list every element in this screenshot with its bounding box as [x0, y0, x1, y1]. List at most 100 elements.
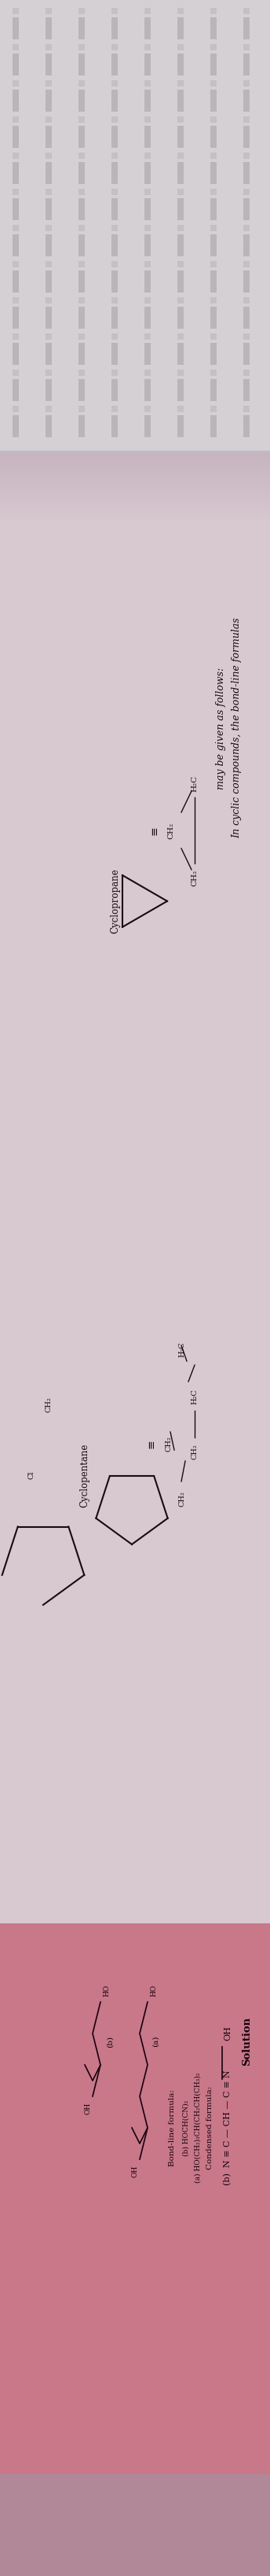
Bar — [13, 188, 19, 196]
Bar — [177, 407, 184, 412]
Bar — [177, 8, 184, 13]
Bar — [210, 296, 217, 304]
Bar — [210, 198, 217, 219]
Bar — [210, 80, 217, 88]
Bar — [46, 90, 52, 111]
Bar — [112, 368, 118, 376]
Bar — [177, 116, 184, 124]
Bar — [210, 368, 217, 376]
Text: In cyclic compounds, the bond-line formulas: In cyclic compounds, the bond-line formu… — [232, 618, 242, 840]
Text: HO: HO — [103, 1984, 110, 1996]
Bar — [13, 198, 19, 219]
Bar — [112, 116, 118, 124]
Bar — [79, 152, 85, 160]
Bar — [0, 453, 270, 1924]
Text: HO: HO — [150, 1984, 157, 1996]
Bar — [0, 2473, 270, 2576]
Bar — [210, 332, 217, 340]
Bar — [13, 368, 19, 376]
Bar — [112, 260, 118, 268]
Bar — [243, 44, 249, 52]
Bar — [177, 270, 184, 294]
Bar — [177, 296, 184, 304]
Text: H₂C: H₂C — [178, 1342, 186, 1358]
Bar — [13, 90, 19, 111]
Bar — [210, 54, 217, 75]
Text: CH₂: CH₂ — [191, 868, 198, 886]
Bar — [79, 407, 85, 412]
Bar — [144, 234, 151, 258]
Bar — [79, 90, 85, 111]
Bar — [112, 379, 118, 402]
Bar — [177, 368, 184, 376]
Bar — [112, 162, 118, 183]
Text: (b)  N ≡ C — CH — C ≡ N: (b) N ≡ C — CH — C ≡ N — [224, 2071, 232, 2184]
Bar — [144, 188, 151, 196]
Bar — [46, 54, 52, 75]
Bar — [112, 307, 118, 330]
Bar — [144, 379, 151, 402]
Bar — [177, 188, 184, 196]
Bar — [46, 234, 52, 258]
Bar — [112, 152, 118, 160]
Bar — [144, 415, 151, 438]
Bar — [210, 234, 217, 258]
Bar — [46, 343, 52, 366]
Bar — [46, 407, 52, 412]
Bar — [46, 270, 52, 294]
Text: OH: OH — [84, 2102, 92, 2115]
Bar — [13, 234, 19, 258]
Bar — [13, 407, 19, 412]
Bar — [243, 307, 249, 330]
Bar — [243, 260, 249, 268]
Bar — [243, 126, 249, 147]
Bar — [144, 162, 151, 183]
Bar — [79, 296, 85, 304]
Bar — [46, 126, 52, 147]
Bar — [13, 296, 19, 304]
Bar — [210, 18, 217, 39]
Bar — [144, 126, 151, 147]
Bar — [144, 54, 151, 75]
Bar — [210, 44, 217, 52]
Bar — [46, 18, 52, 39]
Text: OH: OH — [224, 2025, 232, 2040]
Bar — [46, 368, 52, 376]
Bar — [13, 126, 19, 147]
Bar — [79, 332, 85, 340]
Bar — [13, 260, 19, 268]
Bar — [112, 234, 118, 258]
Bar — [112, 126, 118, 147]
Bar — [144, 296, 151, 304]
Bar — [144, 152, 151, 160]
Bar — [112, 54, 118, 75]
Bar — [79, 260, 85, 268]
Bar — [243, 198, 249, 219]
Bar — [46, 332, 52, 340]
Bar — [144, 224, 151, 232]
Bar — [112, 270, 118, 294]
Text: Cl: Cl — [28, 1471, 35, 1479]
Bar — [243, 332, 249, 340]
Bar — [177, 152, 184, 160]
Text: CH₂: CH₂ — [191, 1443, 198, 1461]
Bar — [13, 116, 19, 124]
Bar — [13, 44, 19, 52]
Bar — [144, 332, 151, 340]
Bar — [13, 8, 19, 13]
Bar — [144, 260, 151, 268]
Bar — [112, 8, 118, 13]
Bar — [13, 415, 19, 438]
Bar — [210, 224, 217, 232]
Bar — [177, 162, 184, 183]
Text: Condensed formula:: Condensed formula: — [207, 2087, 214, 2169]
Bar — [13, 54, 19, 75]
Bar — [243, 368, 249, 376]
Text: (a) HO(CH₂)₃CH(CH₂CH(CH₃)₂: (a) HO(CH₂)₃CH(CH₂CH(CH₃)₂ — [194, 2074, 201, 2182]
Bar — [13, 270, 19, 294]
Bar — [243, 343, 249, 366]
Bar — [79, 343, 85, 366]
Bar — [210, 407, 217, 412]
Bar — [79, 162, 85, 183]
Bar — [144, 44, 151, 52]
